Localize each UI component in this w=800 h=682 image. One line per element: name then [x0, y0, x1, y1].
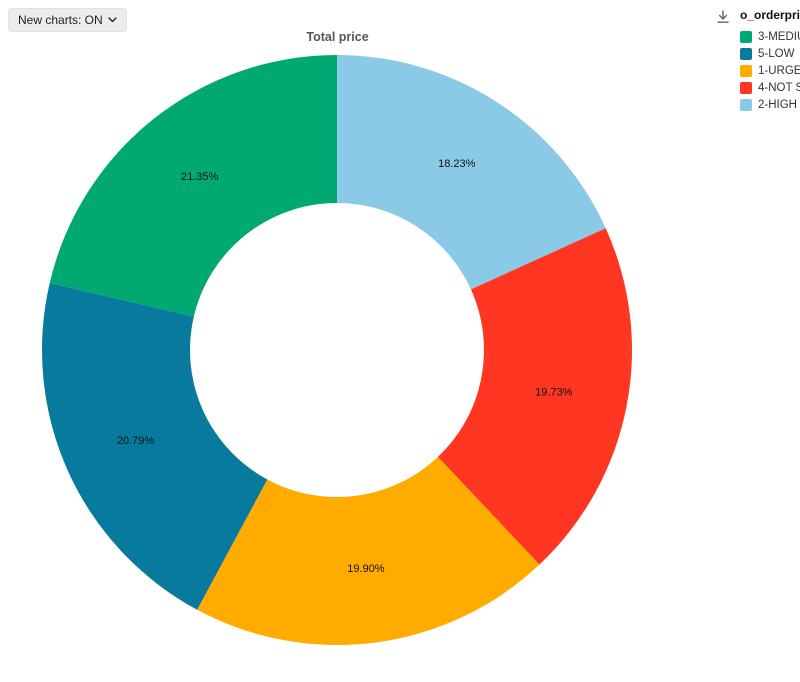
donut-chart: 18.23% 19.73% 19.90% 20.79% 21.35%	[41, 55, 632, 646]
legend-swatch	[740, 31, 752, 43]
legend-item-4-not-specified[interactable]: 4-NOT SPECIFIED	[740, 82, 800, 94]
donut-slice-1-urgent[interactable]	[197, 456, 540, 646]
new-charts-toggle-label: New charts: ON	[18, 13, 103, 27]
donut-slice-2-high[interactable]	[337, 55, 606, 290]
legend-item-3-medium[interactable]: 3-MEDIUM	[740, 31, 800, 43]
legend-title: o_orderpriority	[740, 8, 800, 22]
chevron-down-icon	[108, 17, 117, 23]
legend-swatch	[740, 65, 752, 77]
slice-percent-label: 19.73%	[535, 387, 573, 399]
legend-item-5-low[interactable]: 5-LOW	[740, 48, 800, 60]
legend-item-label: 1-URGENT	[758, 65, 800, 77]
donut-slice-5-low[interactable]	[41, 282, 268, 610]
legend-item-label: 2-HIGH	[758, 99, 797, 111]
chart-title: Total price	[306, 30, 369, 44]
donut-slice-3-medium[interactable]	[49, 55, 337, 317]
donut-slice-4-not-specified[interactable]	[437, 228, 632, 565]
legend-swatch	[740, 82, 752, 94]
legend: o_orderpriority 3-MEDIUM 5-LOW 1-URGENT 4-N…	[740, 8, 800, 116]
download-chart-button[interactable]	[714, 9, 732, 27]
legend-swatch	[740, 48, 752, 60]
legend-item-label: 5-LOW	[758, 48, 795, 60]
legend-item-label: 4-NOT SPECIFIED	[758, 82, 800, 94]
legend-item-2-high[interactable]: 2-HIGH	[740, 99, 800, 111]
legend-item-1-urgent[interactable]: 1-URGENT	[740, 65, 800, 77]
slice-percent-label: 21.35%	[181, 171, 219, 183]
new-charts-toggle[interactable]: New charts: ON	[8, 8, 127, 32]
download-icon	[717, 10, 729, 23]
slice-percent-label: 20.79%	[117, 435, 155, 447]
legend-swatch	[740, 99, 752, 111]
slice-percent-label: 18.23%	[438, 158, 476, 170]
slice-percent-label: 19.90%	[347, 563, 385, 575]
legend-items: 3-MEDIUM 5-LOW 1-URGENT 4-NOT SPECIFIED 2-HI…	[740, 31, 800, 111]
legend-item-label: 3-MEDIUM	[758, 31, 800, 43]
